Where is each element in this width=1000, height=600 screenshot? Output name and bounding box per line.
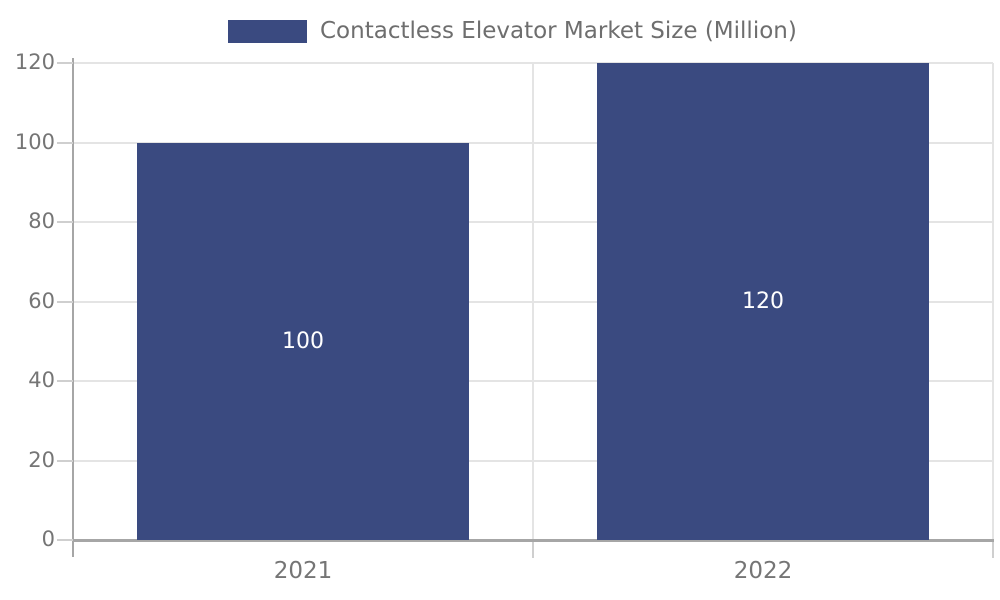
bar-2021[interactable]: 100 — [137, 142, 469, 540]
x-tick-label-2022: 2022 — [733, 558, 793, 584]
x-gridline-2 — [992, 63, 994, 540]
y-tick-label-20: 20 — [28, 447, 55, 472]
bar-value-label-2021: 100 — [281, 328, 324, 354]
x-tick-label-2021: 2021 — [273, 558, 333, 584]
legend-swatch — [228, 19, 307, 43]
y-tick-label-80: 80 — [28, 209, 55, 233]
legend[interactable]: Contactless Elevator Market Size (Millio… — [228, 18, 797, 44]
y-tick-label-100: 100 — [14, 129, 55, 154]
y-tick-mark-60 — [57, 300, 73, 303]
y-tick-label-60: 60 — [28, 288, 55, 313]
y-tick-label-40: 40 — [28, 368, 55, 392]
bar-2022[interactable]: 120 — [597, 63, 929, 540]
plot-area — [73, 62, 994, 540]
x-gridline-1 — [532, 63, 534, 540]
y-axis-line — [72, 58, 74, 557]
y-tick-mark-80 — [57, 221, 73, 223]
y-tick-label-120: 120 — [14, 50, 55, 74]
bar-value-label-2022: 120 — [741, 289, 784, 314]
y-tick-mark-40 — [57, 380, 73, 382]
legend-label: Contactless Elevator Market Size (Millio… — [320, 18, 797, 44]
x-axis-line — [73, 539, 994, 542]
x-tick-mark-2 — [992, 542, 994, 558]
y-tick-mark-100 — [57, 141, 73, 144]
y-tick-mark-120 — [57, 62, 73, 64]
y-tick-mark-20 — [57, 459, 73, 462]
y-tick-label-0: 0 — [41, 527, 55, 551]
y-tick-mark-0 — [57, 539, 73, 541]
x-tick-mark-1 — [532, 542, 534, 558]
